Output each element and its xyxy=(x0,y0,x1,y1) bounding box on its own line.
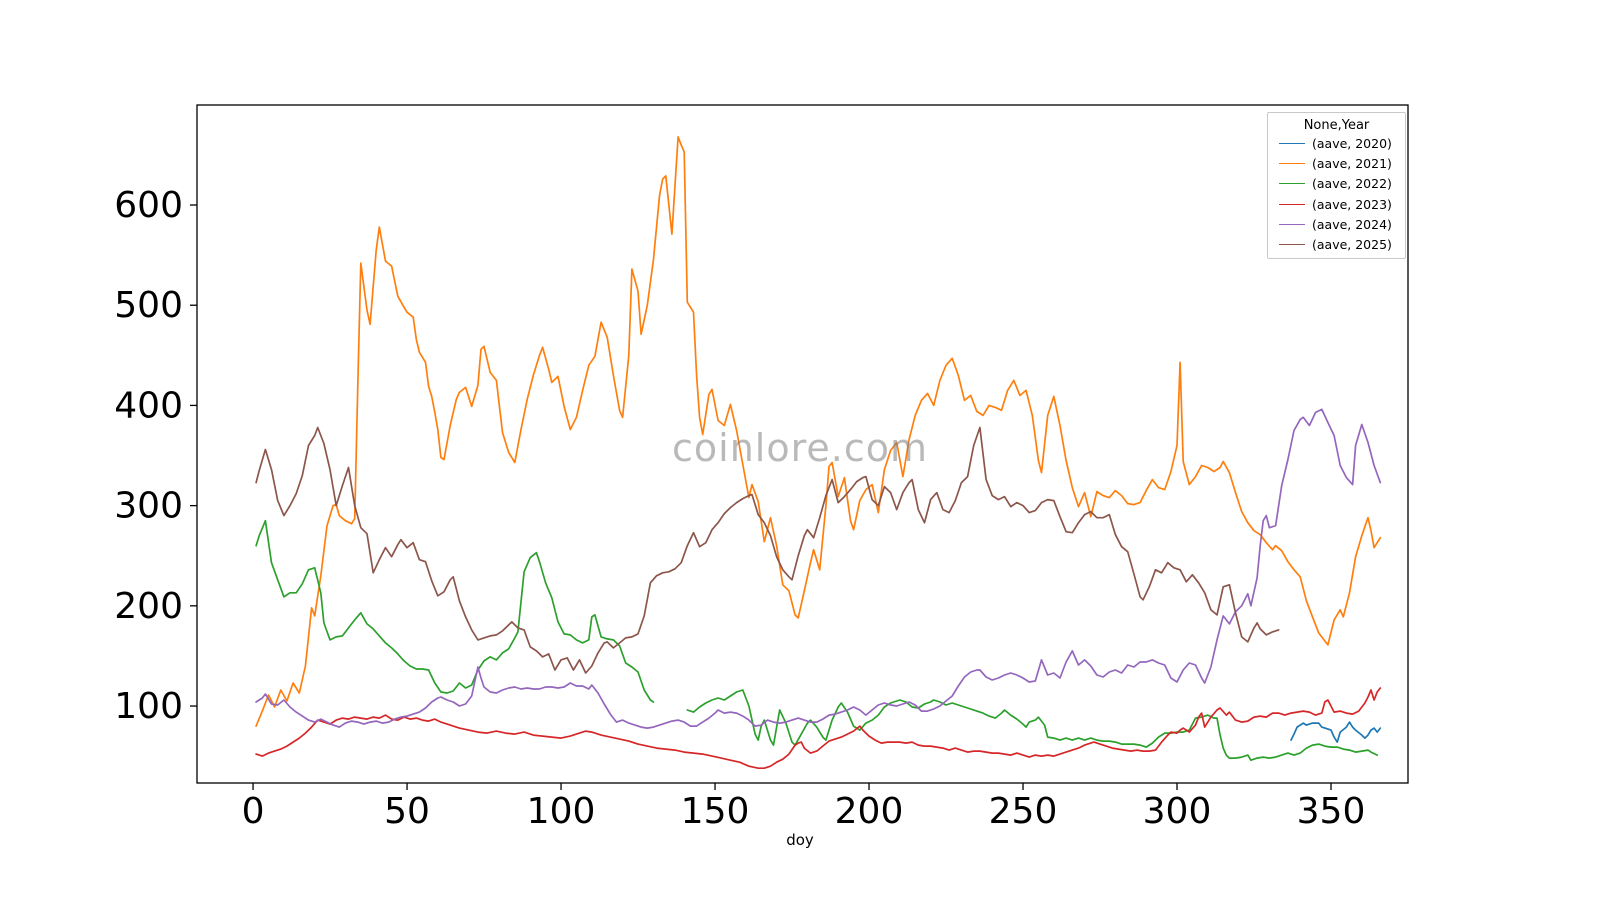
series-line-aave2021 xyxy=(255,136,1382,727)
legend-label: (aave, 2021) xyxy=(1312,155,1392,171)
legend-item: (aave, 2022) xyxy=(1268,174,1405,194)
legend-label: (aave, 2022) xyxy=(1312,176,1392,192)
legend-line-swatch xyxy=(1279,142,1305,144)
x-tick-label: 300 xyxy=(1143,791,1212,832)
y-tick-label: 100 xyxy=(114,686,183,727)
y-tick-label: 200 xyxy=(114,586,183,627)
legend-line-swatch xyxy=(1279,203,1305,205)
y-tick-label: 600 xyxy=(114,185,183,226)
x-tick-label: 200 xyxy=(835,791,904,832)
legend-title: None,Year xyxy=(1303,118,1370,133)
legend-line-swatch xyxy=(1279,183,1305,185)
legend-item: (aave, 2025) xyxy=(1268,234,1405,254)
series-line-aave2024 xyxy=(255,408,1382,729)
series-line-aave2022 xyxy=(686,689,1379,762)
x-axis-label: doy xyxy=(786,831,814,849)
y-tick-label: 400 xyxy=(114,385,183,426)
legend-label: (aave, 2024) xyxy=(1312,216,1392,232)
x-tick-label: 350 xyxy=(1297,791,1366,832)
legend-item: (aave, 2020) xyxy=(1268,133,1405,153)
legend-label: (aave, 2023) xyxy=(1312,196,1392,212)
x-tick-label: 150 xyxy=(681,791,750,832)
legend-line-swatch xyxy=(1279,223,1305,225)
watermark: coinlore.com xyxy=(672,426,928,470)
x-tick-label: 0 xyxy=(242,791,265,832)
series-line-aave2022 xyxy=(255,519,655,703)
legend-label: (aave, 2025) xyxy=(1312,237,1392,253)
legend-label: (aave, 2020) xyxy=(1312,135,1392,151)
x-tick-label: 250 xyxy=(989,791,1058,832)
legend: None,Year (aave, 2020) (aave, 2021) (aave,… xyxy=(1267,112,1406,259)
x-tick-label: 50 xyxy=(384,791,430,832)
legend-item: (aave, 2024) xyxy=(1268,214,1405,234)
legend-item: (aave, 2021) xyxy=(1268,153,1405,173)
y-tick-label: 300 xyxy=(114,486,183,527)
series-line-aave2020 xyxy=(1290,721,1382,743)
y-tick-label: 500 xyxy=(114,285,183,326)
x-tick-label: 100 xyxy=(527,791,596,832)
series-line-aave2025 xyxy=(255,426,1280,674)
legend-line-swatch xyxy=(1279,162,1305,164)
plot-border xyxy=(196,104,1409,784)
legend-item: (aave, 2023) xyxy=(1268,194,1405,214)
legend-line-swatch xyxy=(1279,244,1305,246)
series-line-aave2023 xyxy=(255,687,1382,770)
